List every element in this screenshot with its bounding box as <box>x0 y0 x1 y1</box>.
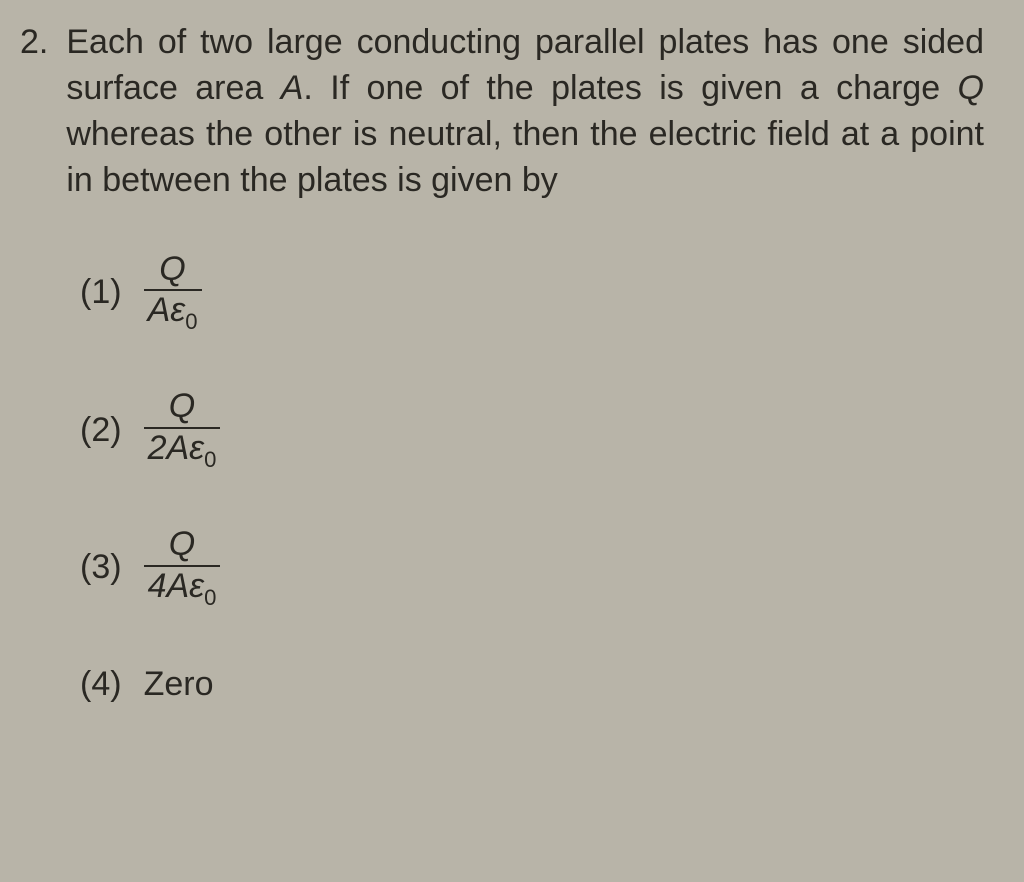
option-3-denominator: 4Aε0 <box>144 565 221 609</box>
option-2-fraction: Q 2Aε0 <box>144 389 221 471</box>
option-1-denom-sub: 0 <box>185 309 197 334</box>
option-1-label: (1) <box>80 273 122 312</box>
options-list: (1) Q Aε0 (2) Q 2Aε0 (3) Q 4Aε0 (4) Zero <box>80 252 984 704</box>
option-4[interactable]: (4) Zero <box>80 665 984 704</box>
option-2-denominator: 2Aε0 <box>144 427 221 471</box>
option-1-fraction: Q Aε0 <box>144 252 202 334</box>
question-var-Q: Q <box>958 69 984 107</box>
option-3-denom-eps: ε <box>189 567 204 605</box>
option-1-denominator: Aε0 <box>144 289 202 333</box>
option-2-denom-eps: ε <box>189 429 204 467</box>
option-3-denom-prefix: 4 <box>148 567 167 605</box>
option-3-numerator: Q <box>165 527 199 565</box>
option-1-denom-A: A <box>148 291 171 329</box>
question-container: 2. Each of two large conducting parallel… <box>20 20 984 204</box>
question-var-A: A <box>281 69 304 107</box>
question-text-part3: whereas the other is neutral, then the e… <box>66 115 984 199</box>
option-2-label: (2) <box>80 411 122 450</box>
option-3-denom-sub: 0 <box>204 584 216 609</box>
option-1-numerator: Q <box>155 252 189 290</box>
option-1-denom-eps: ε <box>170 291 185 329</box>
option-3-fraction: Q 4Aε0 <box>144 527 221 609</box>
option-4-label: (4) <box>80 665 122 704</box>
option-4-text: Zero <box>144 665 214 704</box>
option-2-numerator: Q <box>165 389 199 427</box>
option-2-denom-sub: 0 <box>204 447 216 472</box>
question-number: 2. <box>20 20 48 66</box>
option-3-label: (3) <box>80 548 122 587</box>
question-text-part2: . If one of the plates is given a charge <box>303 69 957 107</box>
option-2-denom-prefix: 2 <box>148 429 167 467</box>
question-text: Each of two large conducting parallel pl… <box>66 20 984 204</box>
option-1[interactable]: (1) Q Aε0 <box>80 252 984 334</box>
option-2-denom-A: A <box>166 429 189 467</box>
option-3-denom-A: A <box>166 567 189 605</box>
option-2[interactable]: (2) Q 2Aε0 <box>80 389 984 471</box>
option-3[interactable]: (3) Q 4Aε0 <box>80 527 984 609</box>
